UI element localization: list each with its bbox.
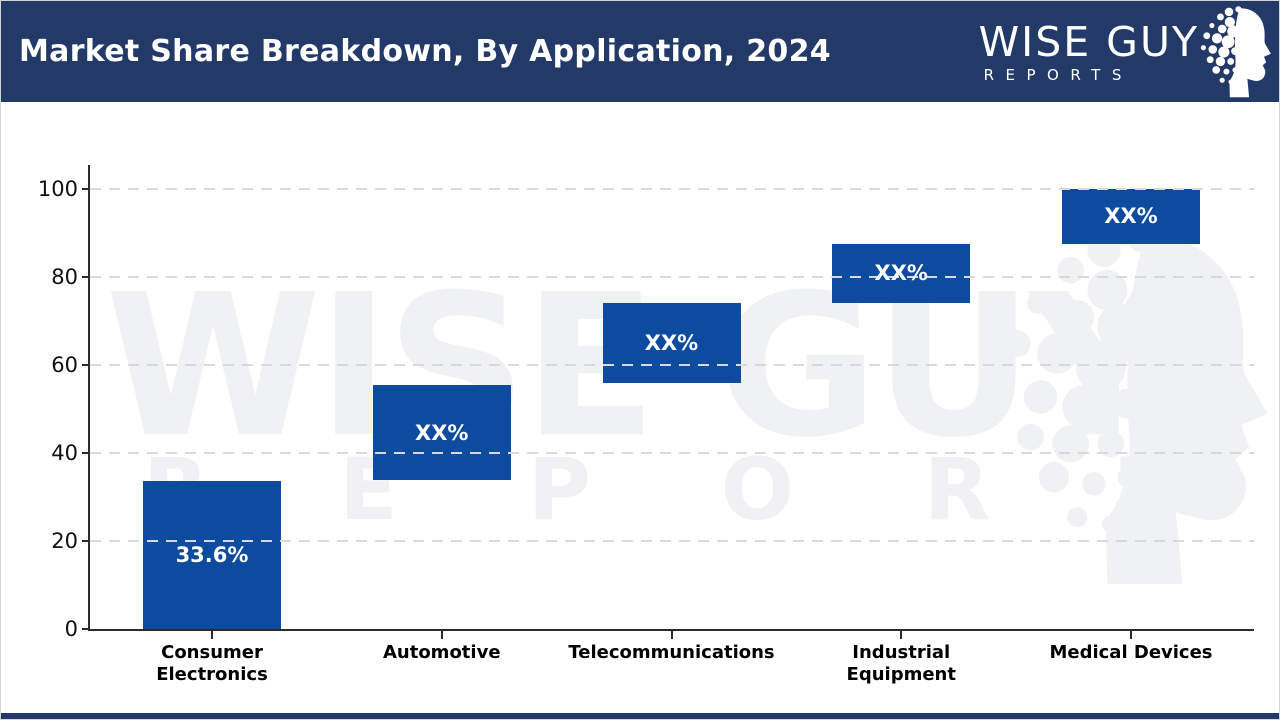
y-axis-tick-0 — [82, 628, 90, 630]
bar-value-label-consumer-electronics: 33.6% — [175, 543, 249, 568]
bar-consumer-electronics — [143, 481, 281, 629]
y-tick-label-60: 60 — [51, 353, 78, 377]
bar-value-label-medical-devices: XX% — [1104, 204, 1158, 229]
bar-telecommunications — [602, 303, 741, 384]
y-axis-tick-60 — [82, 364, 90, 366]
y-axis-line — [88, 165, 90, 629]
x-axis-tick-consumer-electronics — [211, 631, 213, 639]
gridline-100 — [90, 188, 1254, 190]
category-label-line: Medical Devices — [1049, 642, 1213, 663]
category-label-medical-devices: Medical Devices — [1011, 642, 1251, 664]
chart-title: Market Share Breakdown, By Application, … — [19, 34, 831, 69]
x-axis-line — [88, 629, 1254, 631]
y-tick-label-80: 80 — [51, 265, 78, 289]
gridline-40 — [90, 452, 1254, 454]
gridline-20 — [90, 540, 1254, 542]
x-axis-tick-telecommunications — [670, 631, 673, 639]
wiseguy-logo: WISE GUY REPORTS — [979, 1, 1273, 102]
category-label-consumer-electronics: Consumer Electronics — [92, 642, 332, 686]
logo-text: WISE GUY REPORTS — [979, 20, 1199, 84]
header: Market Share Breakdown, By Application, … — [1, 1, 1279, 102]
y-tick-label-40: 40 — [51, 441, 78, 465]
logo-wordmark: WISE GUY — [978, 17, 1199, 66]
gridline-60 — [90, 364, 1254, 366]
category-label-automotive: Automotive — [322, 642, 562, 664]
bar-value-label-telecommunications: XX% — [644, 331, 699, 356]
x-axis-tick-industrial-equipment — [900, 631, 903, 639]
x-axis-tick-medical-devices — [1130, 631, 1132, 639]
x-axis-tick-automotive — [440, 631, 443, 639]
category-label-line: Industrial — [852, 642, 951, 663]
bar-industrial-equipment — [832, 244, 971, 303]
logo-subtext: REPORTS — [983, 65, 1133, 84]
y-axis-tick-20 — [82, 540, 90, 542]
y-axis-tick-100 — [82, 188, 90, 190]
y-axis-tick-80 — [82, 276, 90, 278]
bar-automotive — [372, 384, 511, 481]
category-label-line: Automotive — [382, 642, 501, 663]
category-label-line: Electronics — [156, 664, 268, 685]
bar-value-label-industrial-equipment: XX% — [874, 261, 928, 286]
y-tick-label-20: 20 — [51, 529, 78, 553]
gridline-80 — [90, 276, 1254, 278]
category-label-industrial-equipment: Industrial Equipment — [781, 642, 1021, 686]
bar-value-label-automotive: XX% — [415, 420, 469, 445]
category-label-line: Consumer — [161, 642, 263, 663]
y-tick-label-100: 100 — [37, 177, 78, 201]
category-label-line: Telecommunications — [568, 642, 775, 663]
category-label-line: Equipment — [846, 664, 956, 685]
footer-bar — [1, 713, 1279, 719]
y-axis-tick-40 — [82, 452, 90, 454]
category-label-telecommunications: Telecommunications — [552, 642, 792, 664]
y-tick-label-0: 0 — [64, 617, 78, 641]
